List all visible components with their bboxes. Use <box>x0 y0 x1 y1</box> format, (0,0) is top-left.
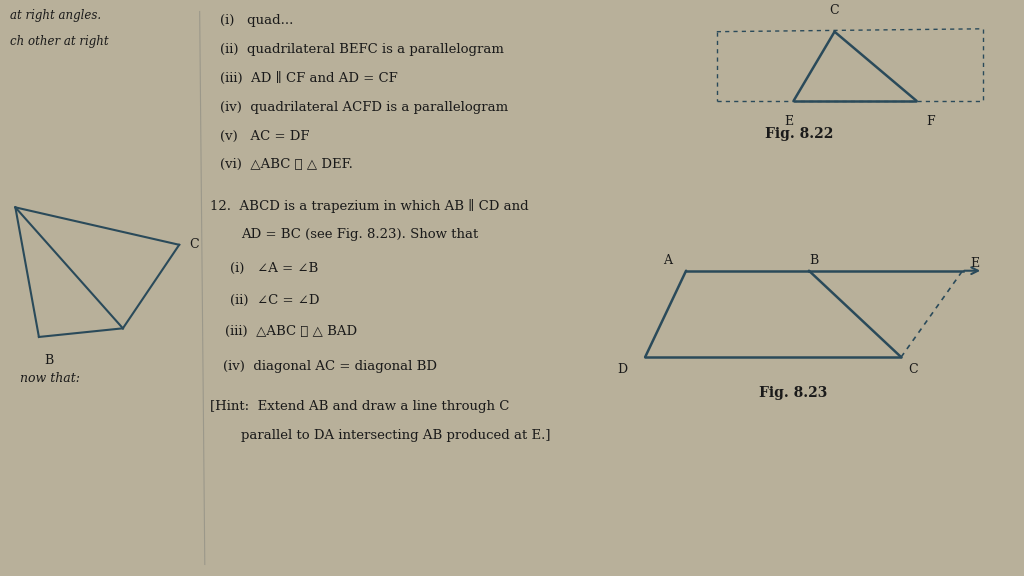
Text: B: B <box>809 254 819 267</box>
Text: E: E <box>971 257 979 270</box>
Text: Fig. 8.23: Fig. 8.23 <box>760 386 827 400</box>
Text: (v)   AC = DF: (v) AC = DF <box>220 130 309 143</box>
Text: (ii)  quadrilateral BEFC is a parallelogram: (ii) quadrilateral BEFC is a parallelogr… <box>220 43 504 56</box>
Text: parallel to DA intersecting AB produced at E.]: parallel to DA intersecting AB produced … <box>241 429 550 442</box>
Text: (iii)  AD ∥ CF and AD = CF: (iii) AD ∥ CF and AD = CF <box>220 72 398 85</box>
Text: B: B <box>44 354 54 367</box>
Text: C: C <box>829 4 840 17</box>
Text: 12.  ABCD is a trapezium in which AB ∥ CD and: 12. ABCD is a trapezium in which AB ∥ CD… <box>210 199 528 213</box>
Text: (i)   ∠A = ∠B: (i) ∠A = ∠B <box>230 262 318 275</box>
Text: D: D <box>617 363 628 376</box>
Text: (iv)  diagonal AC = diagonal BD: (iv) diagonal AC = diagonal BD <box>223 360 437 373</box>
Text: [Hint:  Extend AB and draw a line through C: [Hint: Extend AB and draw a line through… <box>210 400 509 414</box>
Text: F: F <box>927 115 935 128</box>
Text: AD = BC (see Fig. 8.23). Show that: AD = BC (see Fig. 8.23). Show that <box>241 228 478 241</box>
Text: C: C <box>908 363 919 376</box>
Text: at right angles.: at right angles. <box>10 9 101 22</box>
Text: (iii)  △ABC ≅ △ BAD: (iii) △ABC ≅ △ BAD <box>225 325 357 339</box>
Text: E: E <box>784 115 793 128</box>
Text: C: C <box>189 238 199 251</box>
Text: (ii)  ∠C = ∠D: (ii) ∠C = ∠D <box>230 294 319 307</box>
Text: (iv)  quadrilateral ACFD is a parallelogram: (iv) quadrilateral ACFD is a parallelogr… <box>220 101 508 114</box>
Text: (vi)  △ABC ≅ △ DEF.: (vi) △ABC ≅ △ DEF. <box>220 158 353 172</box>
Text: now that:: now that: <box>20 372 81 385</box>
Text: A: A <box>664 254 672 267</box>
Text: ch other at right: ch other at right <box>10 35 109 48</box>
Text: (i)   quad...: (i) quad... <box>220 14 294 28</box>
Text: Fig. 8.22: Fig. 8.22 <box>765 127 833 141</box>
